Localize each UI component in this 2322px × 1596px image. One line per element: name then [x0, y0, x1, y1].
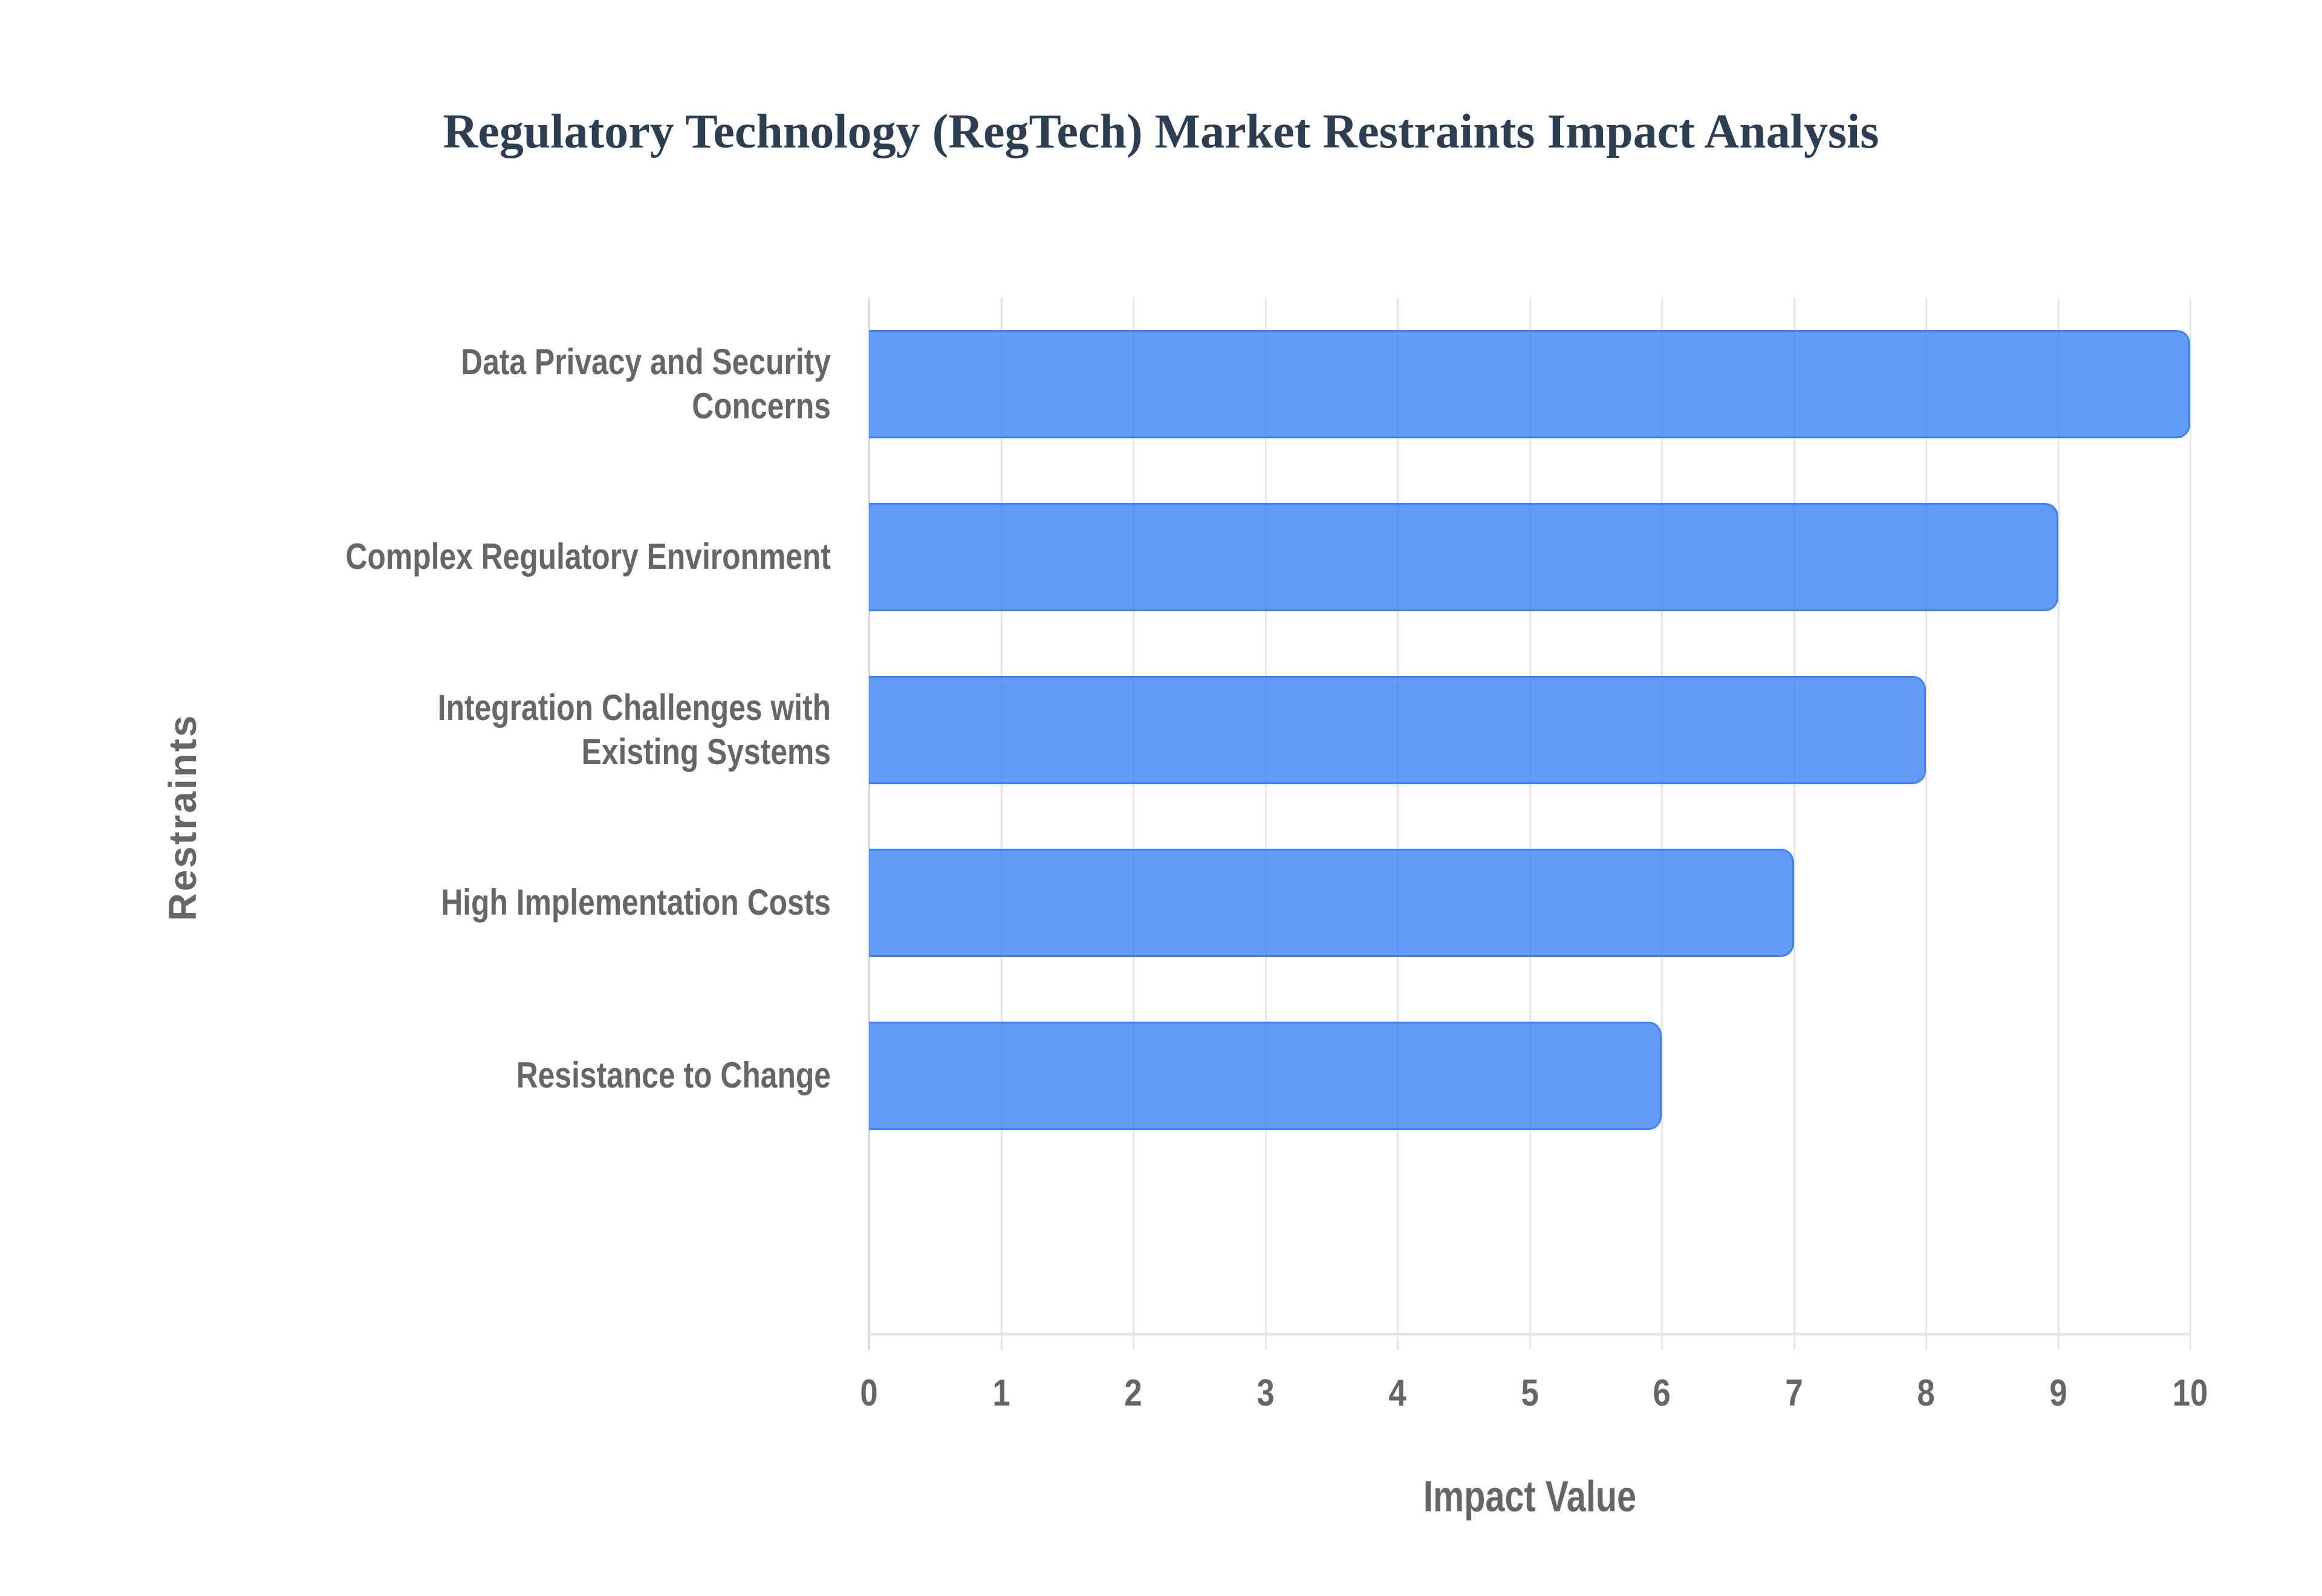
x-gridline	[1925, 297, 1927, 1350]
x-tick-label: 6	[1653, 1372, 1671, 1414]
y-axis-category-label: Data Privacy and Security Concerns	[461, 341, 831, 426]
x-gridline	[1397, 297, 1399, 1350]
x-gridline	[1133, 297, 1134, 1350]
x-tick-label: 1	[992, 1372, 1010, 1414]
y-axis-category-label: Integration Challenges with Existing Syst…	[437, 687, 831, 772]
x-tick-label: 2	[1124, 1372, 1142, 1414]
chart-title: Regulatory Technology (RegTech) Market R…	[443, 105, 1879, 158]
x-tick-label: 9	[2049, 1372, 2067, 1414]
y-axis-title: Restraints	[161, 713, 204, 921]
x-axis-title: Impact Value	[1423, 1473, 1637, 1521]
x-tick-label: 5	[1520, 1372, 1539, 1414]
x-tick-label: 10	[2172, 1372, 2208, 1414]
y-axis-category-label: Resistance to Change	[516, 1054, 831, 1095]
x-gridline	[868, 297, 870, 1350]
x-tick-label: 0	[860, 1372, 878, 1414]
bar[interactable]	[869, 503, 2058, 612]
bar[interactable]	[869, 1021, 1662, 1130]
x-tick-label: 8	[1917, 1372, 1935, 1414]
bar[interactable]	[869, 676, 1926, 785]
bar[interactable]	[869, 330, 2190, 439]
plot-area	[868, 297, 2191, 1350]
x-gridline	[1264, 297, 1267, 1350]
x-gridline	[1793, 297, 1795, 1350]
x-gridline	[1529, 297, 1531, 1350]
x-gridline	[1661, 297, 1663, 1350]
y-axis-category-label: Complex Regulatory Environment	[345, 536, 831, 577]
x-axis-line	[869, 1333, 2190, 1335]
x-gridline	[2190, 297, 2191, 1350]
x-tick-label: 4	[1388, 1372, 1407, 1414]
bar[interactable]	[869, 848, 1794, 957]
x-gridline	[1000, 297, 1003, 1350]
y-axis-category-label: High Implementation Costs	[441, 881, 831, 923]
x-tick-label: 7	[1784, 1372, 1803, 1414]
x-tick-label: 3	[1256, 1372, 1275, 1414]
x-gridline	[2057, 297, 2060, 1350]
